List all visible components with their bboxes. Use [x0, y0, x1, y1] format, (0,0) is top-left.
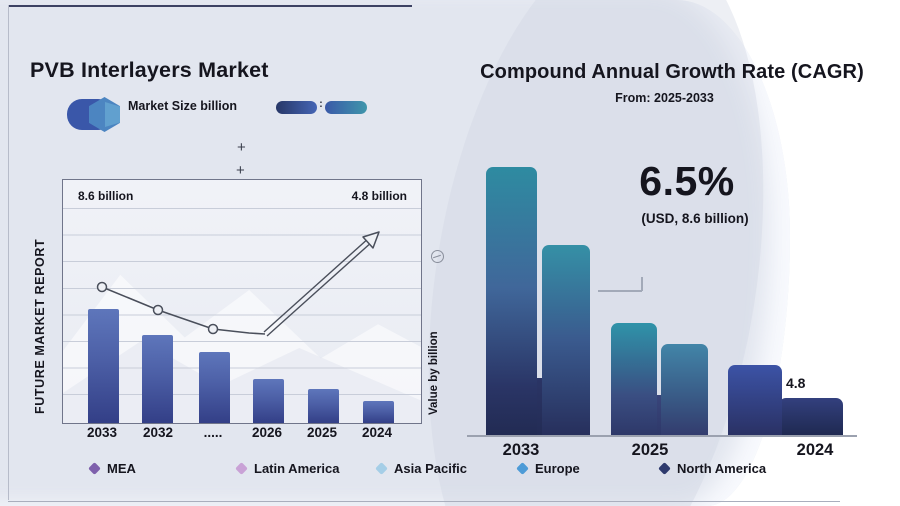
right-x-label-2025: 2025	[631, 441, 669, 459]
x-label-2033: 2033	[86, 425, 118, 440]
step-annotation-line-vertical	[641, 277, 643, 291]
cagr-bar-2033-a	[486, 167, 537, 435]
x-label-2032: 2032	[142, 425, 174, 440]
bar-dots	[199, 352, 230, 423]
page-title: PVB Interlayers Market	[30, 58, 269, 82]
value-annotation-4-8: 4.8	[786, 375, 806, 391]
cagr-bar-2025-a	[611, 323, 657, 435]
gradient-pill-left	[276, 101, 317, 114]
x-label-2024: 2024	[361, 425, 393, 440]
circle-dash-icon	[431, 250, 444, 263]
cagr-subtitle: From: 2025-2033	[615, 91, 714, 105]
bar-2026	[253, 379, 284, 423]
legend-label-north-america: North America	[677, 461, 767, 476]
cagr-bar-2025-b	[661, 344, 708, 435]
top-border-line	[8, 5, 412, 7]
right-chart-baseline	[467, 435, 857, 437]
market-size-label: Market Size billion	[128, 99, 238, 113]
right-chart-ylabel: Value by billion	[428, 331, 440, 415]
cagr-bar-2033-b	[542, 245, 590, 435]
cagr-bar-2024-b	[779, 398, 843, 435]
legend-label-latin-america: Latin America	[254, 461, 340, 476]
cagr-title: Compound Annual Growth Rate (CAGR)	[480, 61, 864, 83]
bar-2025	[308, 389, 339, 423]
bottom-border-line	[8, 501, 840, 502]
x-label-2026: 2026	[251, 425, 283, 440]
bar-2033	[88, 309, 119, 423]
x-label-dots: .....	[203, 425, 223, 440]
market-size-chart: 8.6 billion 4.8 billion	[62, 179, 422, 424]
cagr-bar-2024-a	[728, 365, 782, 435]
bar-bridge-2025	[657, 395, 661, 435]
pill-separator: :	[319, 98, 323, 110]
watermark-vertical-text: FUTURE MARKET REPORT	[33, 238, 47, 414]
end-value-label: 4.8 billion	[351, 189, 407, 203]
bar-2024	[363, 401, 394, 423]
bar-2032	[142, 335, 173, 423]
x-label-2025: 2025	[306, 425, 338, 440]
start-value-label: 8.6 billion	[78, 189, 134, 203]
legend-label-mea: MEA	[107, 461, 136, 476]
database-cylinder-face	[105, 102, 120, 127]
legend-label-asia-pacific: Asia Pacific	[394, 461, 467, 476]
plus-mark-1: +	[237, 139, 246, 156]
plus-mark-2: +	[236, 162, 245, 179]
cagr-value: 6.5%	[639, 158, 735, 204]
legend-label-europe: Europe	[535, 461, 580, 476]
left-border-line	[8, 5, 9, 500]
right-x-label-2024: 2024	[796, 441, 834, 459]
cagr-note: (USD, 8.6 billion)	[641, 211, 749, 226]
trend-line-arrow	[96, 231, 380, 337]
chart-gridlines	[63, 208, 421, 400]
database-cylinder-icon	[67, 97, 120, 132]
step-annotation-line	[598, 290, 642, 292]
bar-bridge-2033	[536, 378, 542, 435]
gradient-pill-right	[325, 101, 367, 114]
right-x-label-2033: 2033	[502, 441, 540, 459]
